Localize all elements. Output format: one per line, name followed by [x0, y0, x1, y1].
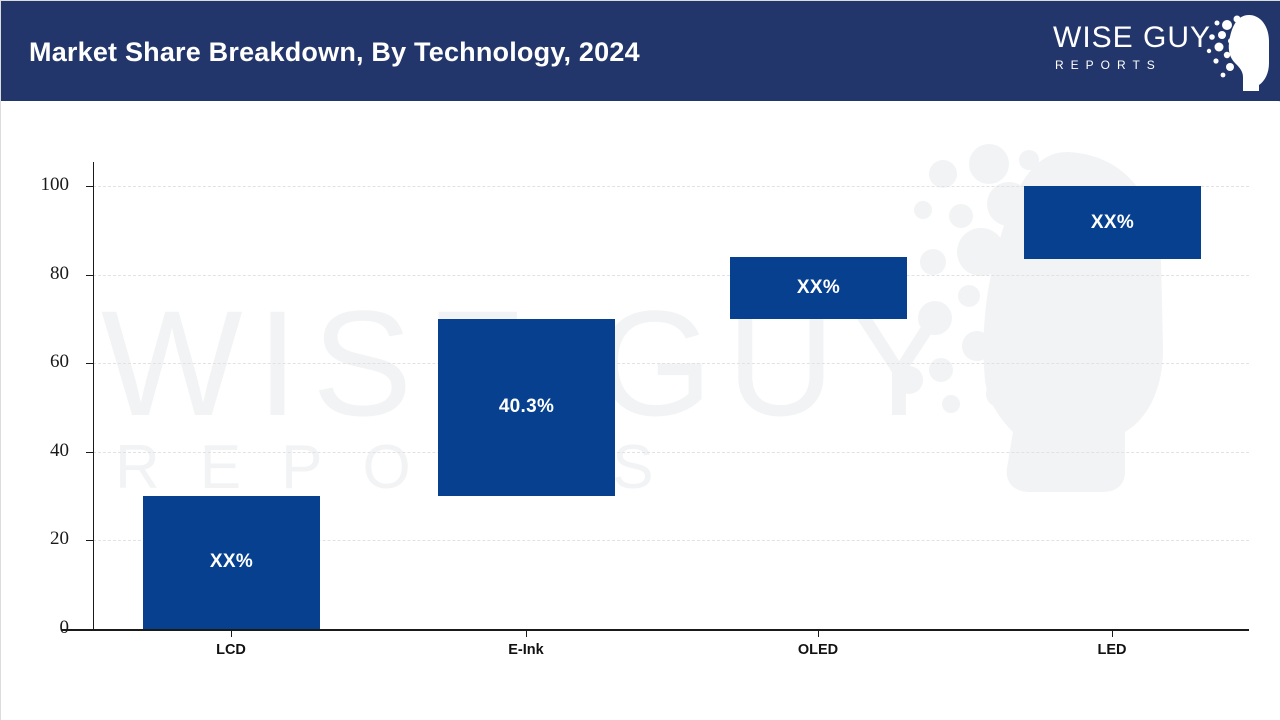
ytick-mark-80: [86, 275, 93, 276]
ytick-label-80: 80: [50, 263, 69, 284]
xtick-mark-lcd: [231, 629, 232, 637]
bar-led[interactable]: [1024, 186, 1201, 259]
xtick-label-lcd: LCD: [216, 642, 246, 658]
page-title: Market Share Breakdown, By Technology, 2…: [29, 37, 640, 67]
ytick-mark-20: [86, 540, 93, 541]
bar-lcd[interactable]: [143, 496, 320, 629]
chart-canvas: WISE GUY REPORTS: [1, 102, 1280, 720]
head-profile-dots-icon: [1206, 15, 1269, 91]
logo-wordmark: WISE GUY: [1053, 21, 1212, 54]
xtick-label-e-ink: E-Ink: [508, 642, 544, 658]
ytick-label-100: 100: [40, 174, 70, 195]
bar-label-e-ink: 40.3%: [498, 396, 555, 417]
ytick-label-60: 60: [50, 351, 69, 372]
bar-e-ink[interactable]: [438, 319, 615, 496]
xtick-mark-e-ink: [526, 629, 527, 637]
gridline-20: [93, 540, 1249, 541]
bar-label-lcd: XX%: [209, 551, 254, 572]
gridline-100: [93, 186, 1249, 187]
bar-label-led: XX%: [1090, 212, 1135, 233]
ytick-mark-40: [86, 452, 93, 453]
ytick-label-20: 20: [50, 528, 69, 549]
gridline-40: [93, 452, 1249, 453]
xtick-label-oled: OLED: [797, 642, 839, 658]
y-axis-line: [93, 162, 94, 629]
plot-area: 100 80 60 40 20 0 XX% 40.3% XX% XX%: [1, 102, 1280, 720]
page-header: Market Share Breakdown, By Technology, 2…: [1, 1, 1280, 101]
xtick-mark-oled: [818, 629, 819, 637]
wiseguy-reports-logo: WISE GUY REPORTS: [1053, 11, 1273, 91]
logo-subtitle: REPORTS: [1055, 58, 1162, 72]
gridline-60: [93, 363, 1249, 364]
x-axis-line: [61, 629, 1249, 631]
xtick-mark-led: [1112, 629, 1113, 637]
ytick-mark-100: [86, 186, 93, 187]
bar-label-oled: XX%: [796, 277, 841, 298]
ytick-label-0: 0: [59, 617, 70, 638]
ytick-label-40: 40: [50, 440, 69, 461]
xtick-label-led: LED: [1097, 642, 1127, 658]
gridline-80: [93, 275, 1249, 276]
ytick-mark-60: [86, 363, 93, 364]
bar-oled[interactable]: [730, 257, 907, 319]
